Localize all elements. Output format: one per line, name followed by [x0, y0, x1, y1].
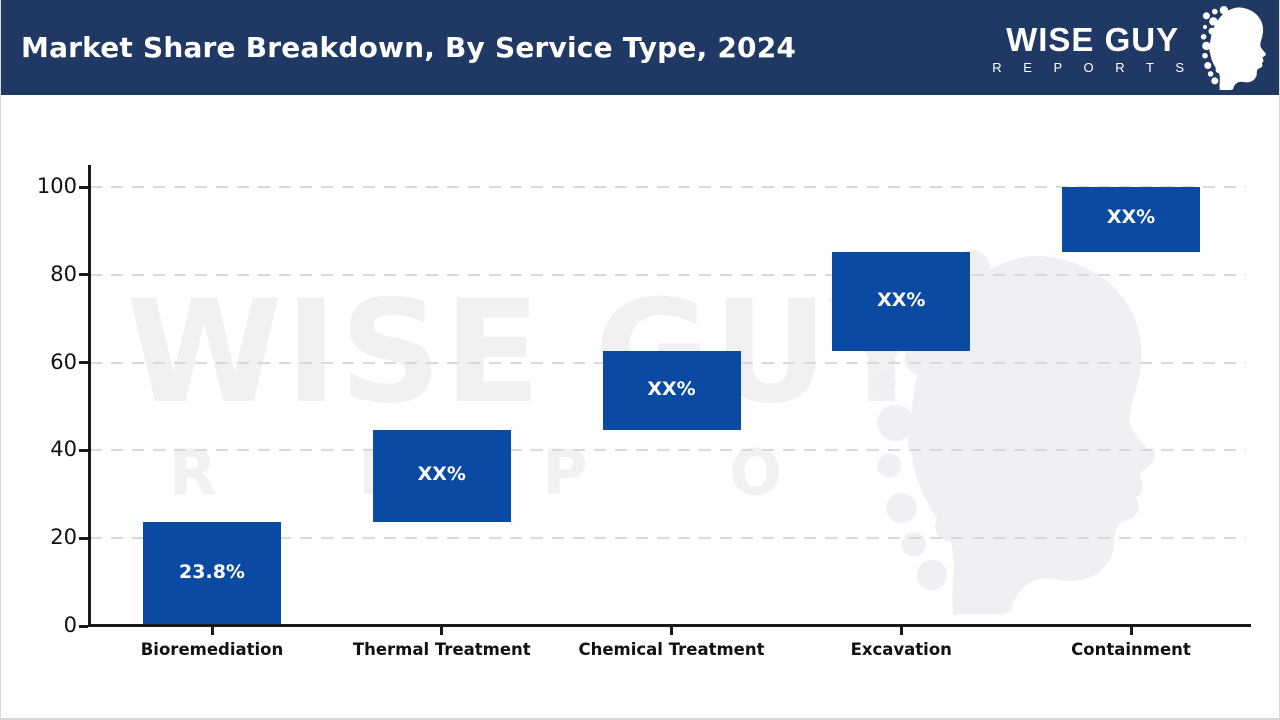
- bar-value-label: 23.8%: [179, 560, 245, 583]
- x-tick: [1129, 627, 1133, 635]
- bar: [602, 351, 741, 431]
- bar-value-label: XX%: [1106, 206, 1156, 229]
- x-tick: [670, 627, 673, 635]
- x-category-label: Containment: [1071, 640, 1191, 659]
- logo-text: WISE GUY R E P O R T S: [992, 20, 1193, 75]
- x-category-label: Bioremediation: [140, 640, 284, 659]
- bar-value-label: XX%: [877, 288, 926, 311]
- y-tick-label: 40: [50, 437, 77, 462]
- bar-value-label: XX%: [417, 462, 466, 485]
- x-axis: [88, 624, 1251, 627]
- logo-subtext: R E P O R T S: [992, 59, 1193, 75]
- chart-title: Market Share Breakdown, By Service Type,…: [21, 31, 797, 64]
- logo-face-icon: [1200, 6, 1266, 90]
- bar: [372, 430, 511, 522]
- x-tick: [210, 627, 214, 635]
- y-tick: [79, 536, 88, 540]
- logo-wordmark: WISE GUY: [1006, 20, 1180, 58]
- gridline: [90, 273, 1246, 276]
- gridline: [90, 537, 1246, 540]
- gridline: [90, 449, 1246, 452]
- x-category-label: Chemical Treatment: [578, 640, 765, 659]
- y-tick: [79, 273, 88, 277]
- y-tick: [79, 624, 88, 628]
- y-tick-label: 100: [36, 174, 77, 198]
- x-category-label: Excavation: [850, 640, 952, 659]
- y-tick: [79, 448, 88, 452]
- y-tick-label: 0: [63, 613, 77, 637]
- bar: [143, 521, 281, 626]
- wise-guy-logo: WISE GUY R E P O R T S: [992, 4, 1269, 92]
- y-tick-label: 60: [50, 349, 77, 374]
- x-tick: [899, 627, 903, 635]
- bar: [832, 251, 971, 352]
- y-tick-label: 20: [50, 525, 77, 550]
- y-tick: [79, 361, 88, 365]
- y-tick: [79, 185, 88, 189]
- x-tick: [440, 627, 444, 635]
- bar-value-label: XX%: [647, 377, 696, 400]
- gridline: [90, 186, 1246, 188]
- bar: [1062, 187, 1200, 252]
- y-axis: [88, 165, 91, 626]
- x-category-label: Thermal Treatment: [352, 640, 531, 659]
- header: Market Share Breakdown, By Service Type,…: [1, 0, 1279, 95]
- y-tick-label: 80: [50, 261, 77, 286]
